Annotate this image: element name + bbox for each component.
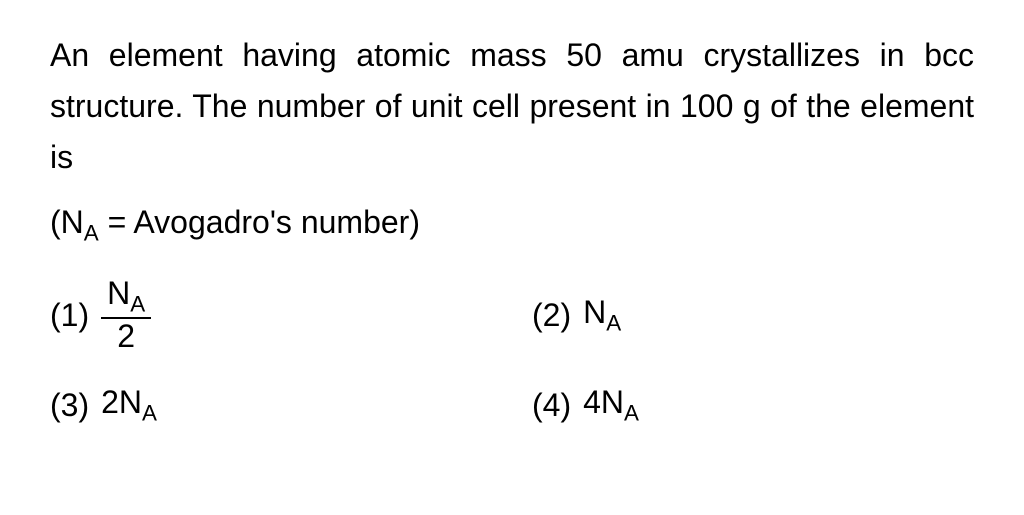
option-3-sub: A xyxy=(142,401,157,426)
option-3-number: (3) xyxy=(50,387,89,424)
question-text: An element having atomic mass 50 amu cry… xyxy=(50,30,974,184)
option-1-numerator-sub: A xyxy=(130,291,145,316)
option-3-value: 2NA xyxy=(101,384,157,426)
option-1-numerator: NA xyxy=(101,276,151,319)
option-1-numerator-sym: N xyxy=(107,275,130,311)
option-1-fraction: NA 2 xyxy=(101,276,151,354)
option-3: (3) 2NA xyxy=(50,384,492,426)
option-2-number: (2) xyxy=(532,297,571,334)
option-2-value: NA xyxy=(583,294,621,336)
option-3-coef: 2N xyxy=(101,384,142,420)
note-text: (NA = Avogadro's number) xyxy=(50,204,974,246)
options-grid: (1) NA 2 (2) NA (3) 2NA (4) 4NA xyxy=(50,276,974,427)
option-1-denominator: 2 xyxy=(111,319,141,354)
option-4: (4) 4NA xyxy=(532,384,974,426)
option-2: (2) NA xyxy=(532,276,974,354)
note-suffix: = Avogadro's number) xyxy=(99,204,420,240)
option-1-number: (1) xyxy=(50,297,89,334)
option-2-sym: N xyxy=(583,294,606,330)
option-4-coef: 4N xyxy=(583,384,624,420)
option-4-number: (4) xyxy=(532,387,571,424)
note-prefix: (N xyxy=(50,204,84,240)
option-1: (1) NA 2 xyxy=(50,276,492,354)
option-4-sub: A xyxy=(624,401,639,426)
option-4-value: 4NA xyxy=(583,384,639,426)
note-sub: A xyxy=(84,220,99,245)
option-2-sub: A xyxy=(606,310,621,335)
